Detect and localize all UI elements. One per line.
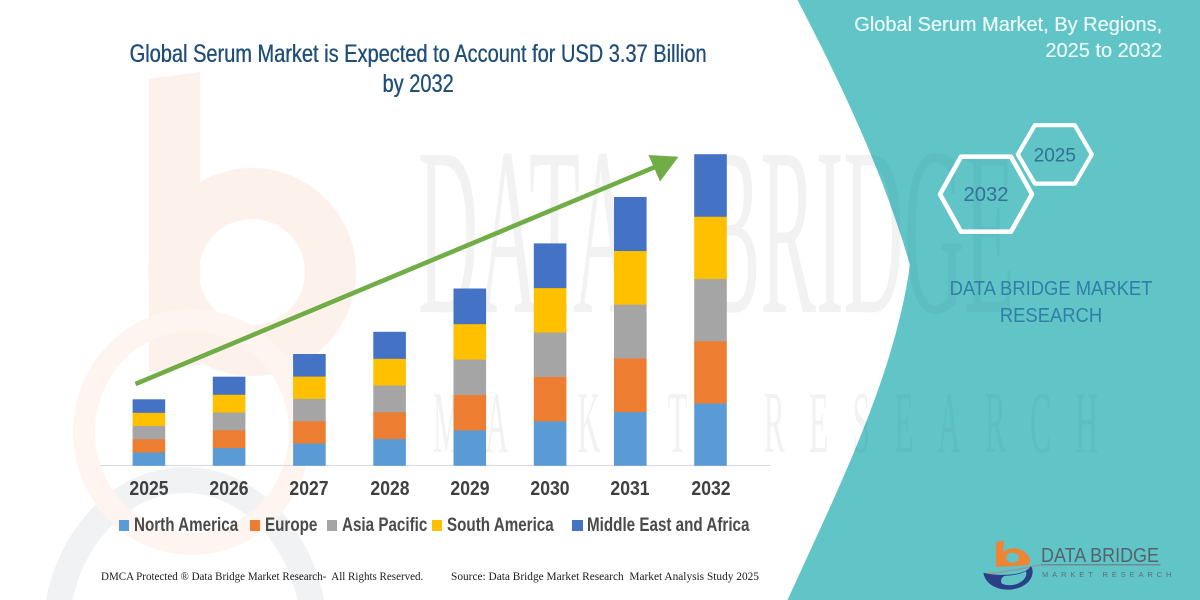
svg-text:2032: 2032 [964, 184, 1009, 206]
svg-text:2025: 2025 [1034, 145, 1076, 166]
